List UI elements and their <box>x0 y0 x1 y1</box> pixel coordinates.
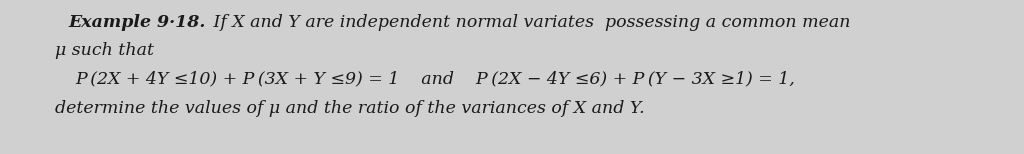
Text: P (2X + 4Y ≤10) + P (3X + Y ≤9) = 1    and    P (2X − 4Y ≤6) + P (Y − 3X ≥1) = 1: P (2X + 4Y ≤10) + P (3X + Y ≤9) = 1 and … <box>75 70 795 87</box>
Text: If X and Y are independent normal variates  possessing a common mean: If X and Y are independent normal variat… <box>208 14 851 31</box>
Text: μ such that: μ such that <box>55 42 154 59</box>
Text: determine the values of μ and the ratio of the variances of X and Y.: determine the values of μ and the ratio … <box>55 100 645 117</box>
Text: Example 9·18.: Example 9·18. <box>68 14 206 31</box>
